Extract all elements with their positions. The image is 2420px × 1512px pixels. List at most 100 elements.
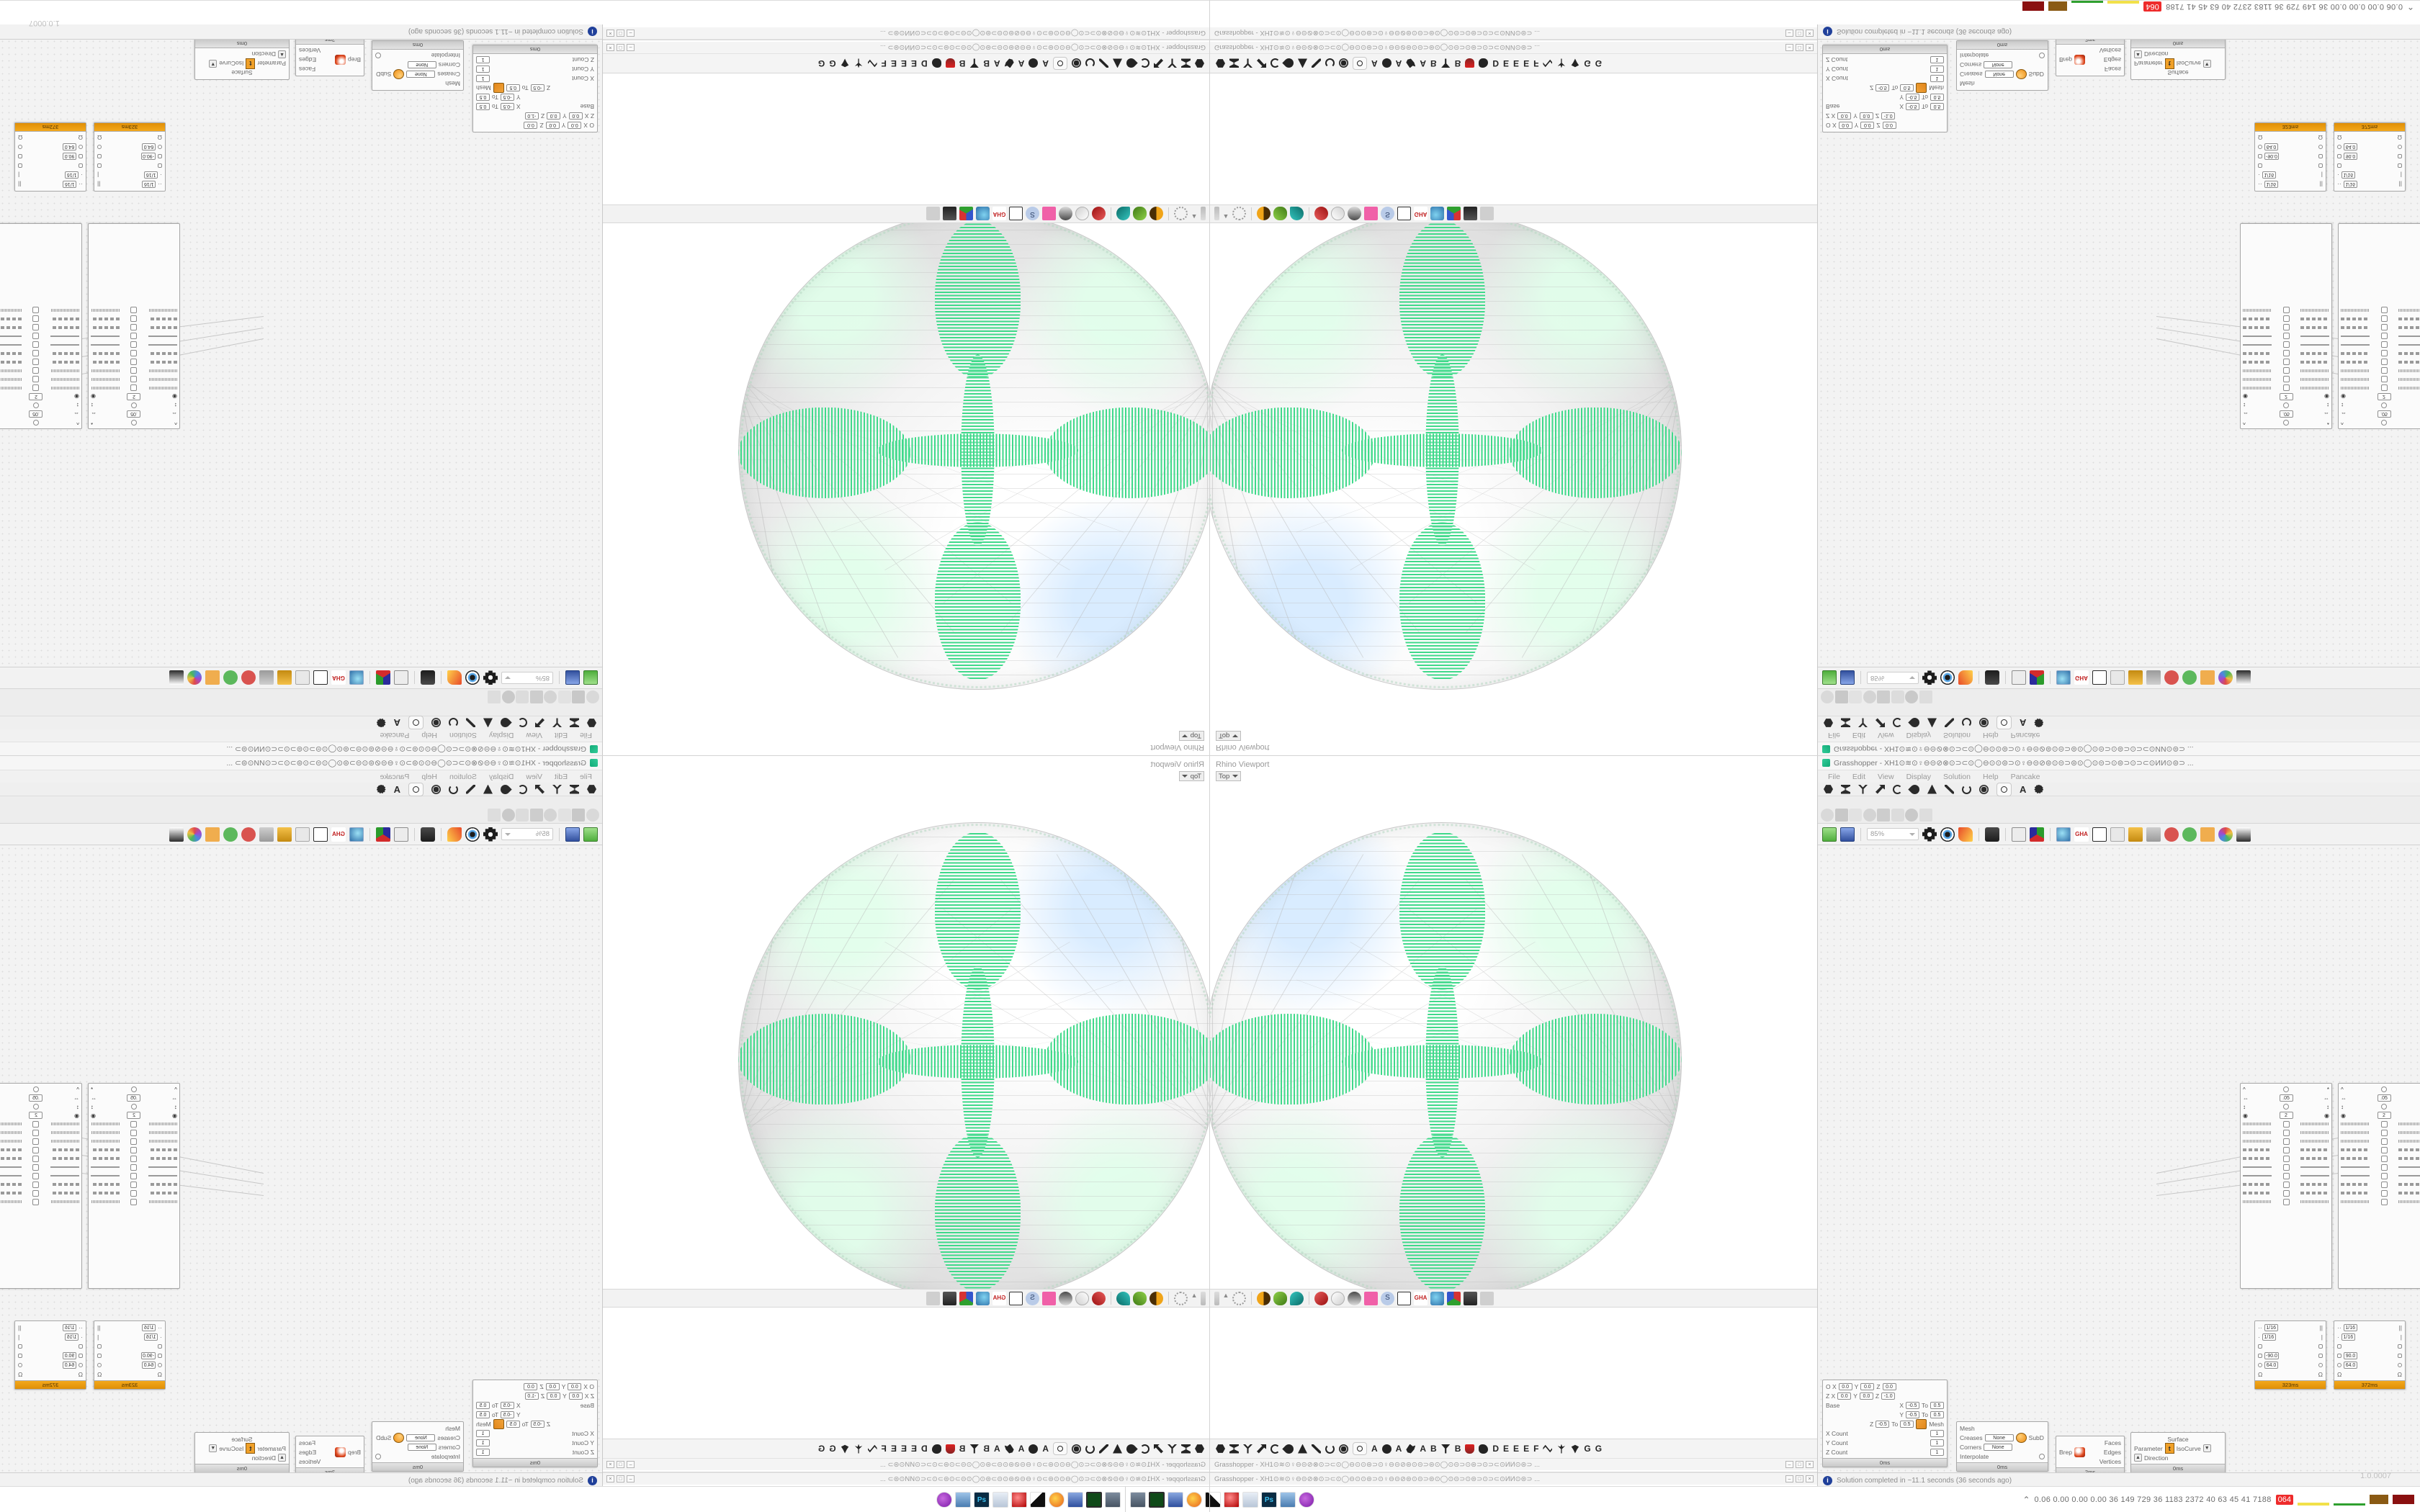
scribble-icon[interactable] [241,827,256,842]
extrude-icon[interactable] [1464,1291,1477,1305]
intersect-icon[interactable] [1312,59,1321,68]
pb-width-value[interactable]: .05 [29,1094,43,1102]
editor-toolbar-a[interactable]: A A A B B D E E E F [1210,54,1817,73]
bird-icon[interactable] [1005,1444,1014,1454]
pb-sq-6[interactable] [32,367,40,374]
jump-icon[interactable] [2182,827,2197,842]
iso-up-arrow-icon[interactable]: ▲ [278,50,286,58]
select-circle-icon[interactable] [1232,1291,1246,1305]
scale-icon[interactable]: S [1026,1291,1039,1305]
pb-sq-9[interactable] [2380,1164,2388,1171]
box-zaxis-z[interactable]: -1.0 [1881,1392,1896,1400]
pl-knob2[interactable] [97,1362,102,1367]
surface-drop-icon[interactable] [1124,1441,1138,1456]
menu-pancake[interactable]: Pancake [2010,772,2040,781]
pl-square-right[interactable] [2318,163,2323,168]
ribbon-icon-5[interactable] [530,809,543,822]
pa-knob-1[interactable] [2283,1104,2289,1110]
material-sphere-icon[interactable] [1150,207,1163,221]
pb-sq-8[interactable] [32,350,40,357]
pb-sq-12[interactable] [32,1189,40,1197]
ribbon-icon-1[interactable] [1821,690,1834,703]
pancake-right-component[interactable]: ·· 1/16 || · 1/16 | [14,122,86,192]
pr-value-1[interactable]: 1/16 [63,181,77,189]
box-z-max[interactable]: 0.5 [1900,1420,1914,1428]
red-torus-icon[interactable] [1092,1291,1106,1305]
white-tube-icon[interactable] [1075,207,1089,221]
editor-window-buttons-a[interactable]: – □ × [603,44,635,51]
letter-A-icon[interactable]: A [1420,58,1427,68]
letter-E3-icon[interactable]: E [890,1444,897,1454]
pb-sq-4[interactable] [2380,1120,2388,1128]
wave-icon[interactable] [868,1444,877,1454]
pl-value-2[interactable]: 1/16 [2262,1333,2276,1341]
remote-panel-icon[interactable] [259,670,274,685]
transform-tab-icon[interactable] [1962,718,1971,728]
maths-tab-icon[interactable] [1841,719,1850,728]
box-zaxis-z[interactable]: -1.0 [1881,112,1896,120]
screenshot-icon[interactable] [1397,1291,1411,1305]
maximize-icon-b[interactable]: □ [1796,1475,1803,1482]
extrude-icon[interactable] [943,207,956,221]
letter-E-icon[interactable]: E [910,58,917,68]
minimize-icon-b[interactable]: – [1785,1475,1793,1482]
blob-icon[interactable] [931,58,941,68]
editor-toolbar-a[interactable]: A A A B B D E E E F [603,1439,1210,1458]
menu-edit[interactable]: Edit [554,772,568,781]
pl-square-right[interactable] [97,163,102,168]
intersect-icon[interactable] [1099,59,1108,68]
system-tray[interactable]: ⌃ 0.06 0.00 0.00 0.00 36 149 729 36 1183… [2022,1493,2420,1506]
iso-up-arrow-icon[interactable]: ▲ [2134,1454,2142,1462]
pa-sq-9[interactable] [130,1164,138,1171]
axes-icon[interactable] [1447,1291,1461,1305]
editor-window-buttons-a[interactable]: – □ × [1785,44,1817,51]
sigma-icon[interactable] [1181,1444,1191,1454]
letter-F-icon[interactable]: F [1533,58,1539,68]
deconstruct-brep-component[interactable]: Faces Brep Edges Vertices [2056,1436,2125,1472]
zoom-level-input[interactable]: 85% [501,672,553,684]
mesh-cone-icon[interactable] [1298,59,1307,68]
sigma-icon[interactable] [1229,1444,1239,1454]
pb-sq-10[interactable] [32,1172,40,1179]
box-z-max[interactable]: 0.5 [1900,84,1914,92]
remote-panel-icon[interactable] [2146,827,2161,842]
letter-F-icon[interactable]: F [1533,1444,1539,1454]
vector-arrow-icon[interactable] [1257,1444,1266,1454]
palette-icon[interactable] [2218,670,2233,685]
pl-square-left[interactable] [2258,1344,2262,1349]
pa-sq-4[interactable] [2282,1120,2290,1128]
grasshopper-menubar[interactable]: File Edit View Display Solution Help Pan… [0,770,602,783]
save-file-icon[interactable] [1840,827,1855,842]
pl-count[interactable]: 64.0 [2264,143,2278,151]
close-icon[interactable]: × [1806,44,1814,51]
tree-icon[interactable] [854,1444,864,1454]
maximize-icon-b[interactable]: □ [617,30,624,37]
iso-down-arrow-icon[interactable]: ▼ [209,60,218,68]
app-bw-icon-2[interactable] [1205,1491,1221,1508]
letter-E2-icon[interactable]: E [900,1444,907,1454]
open-file-icon[interactable] [1822,670,1837,685]
green-pipe-icon[interactable] [1133,1291,1147,1305]
pancake-left-component[interactable]: ·· 1/16 || · 1/16 | [94,122,166,192]
maximize-icon-b[interactable]: □ [1796,30,1803,37]
pa-sq-6[interactable] [2282,1138,2290,1145]
menu-solution[interactable]: Solution [1943,731,1971,740]
save-file-icon[interactable] [1840,670,1855,685]
grasshopper-menubar[interactable]: File Edit View Display Solution Help Pan… [1818,770,2420,783]
bird-icon[interactable] [1406,1444,1416,1454]
pink-block-icon[interactable] [1042,207,1056,221]
gradient-icon[interactable] [169,827,184,842]
pancake-tab-icon[interactable] [1353,1442,1367,1455]
flask-icon[interactable] [1465,1444,1475,1454]
pb-sq-13[interactable] [32,307,40,314]
letter-G-icon[interactable]: G [1584,1444,1591,1454]
settings-tab-icon[interactable] [377,719,386,728]
transform-icon[interactable] [1325,58,1335,68]
intersect-icon[interactable] [1312,1444,1321,1454]
letter-F-icon[interactable]: F [881,58,887,68]
pb-sq-11[interactable] [32,1181,40,1188]
box-x-max[interactable]: 0.5 [1930,1401,1944,1409]
close-icon[interactable]: × [1806,1461,1814,1468]
box-y-min[interactable]: -0.5 [1906,94,1920,102]
gradient-icon[interactable] [2236,670,2251,685]
